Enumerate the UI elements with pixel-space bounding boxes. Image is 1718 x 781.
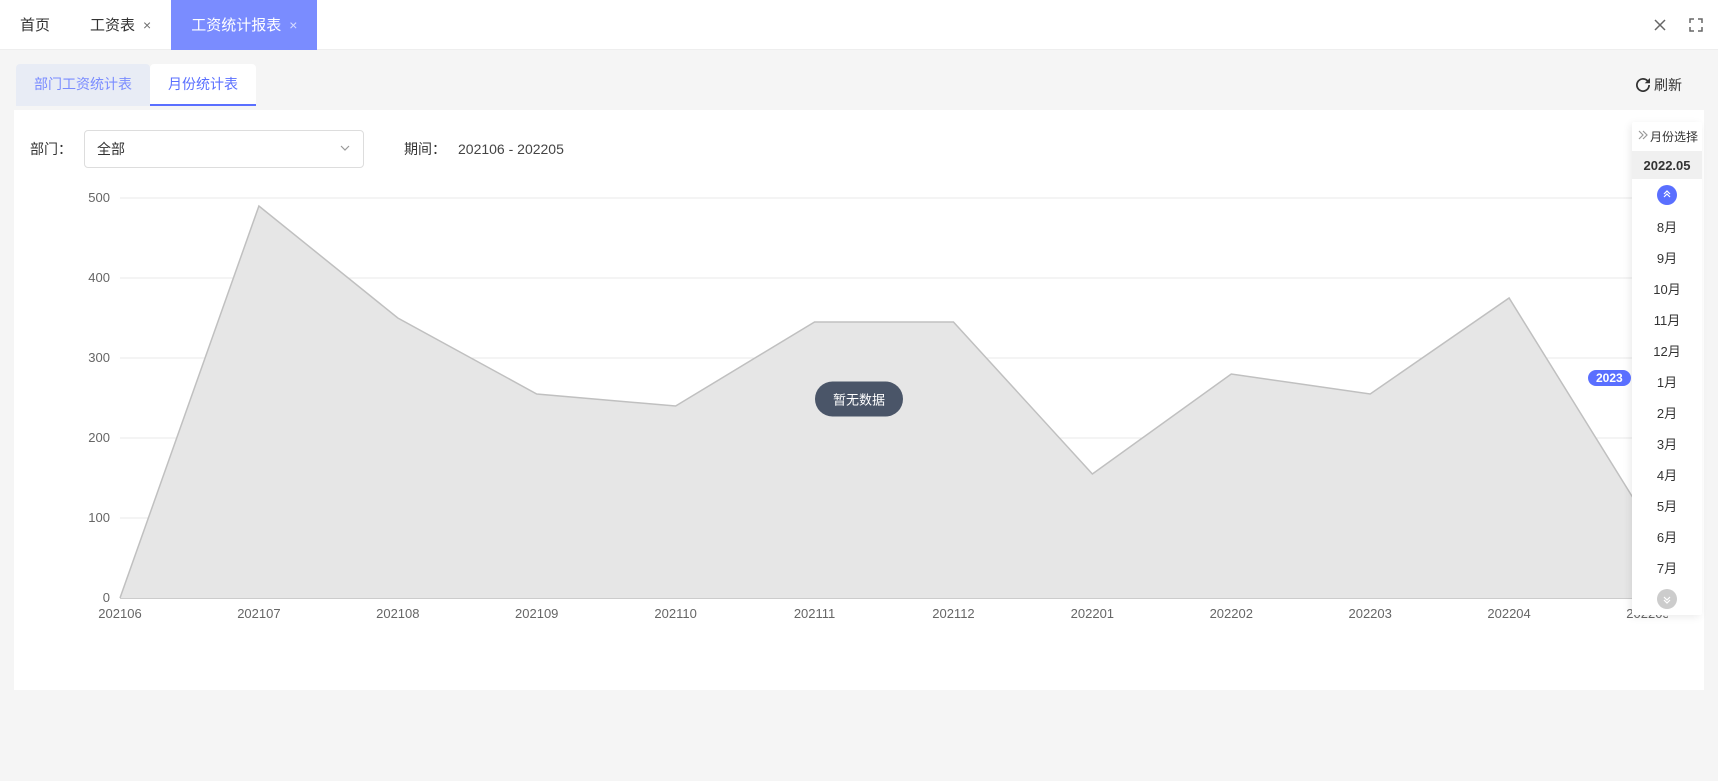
subtab-label: 月份统计表 [168, 76, 238, 92]
month-item[interactable]: 2月 [1632, 397, 1702, 428]
top-tabs-bar: 首页 工资表 × 工资统计报表 × [0, 0, 1718, 50]
svg-text:100: 100 [88, 510, 110, 525]
month-item[interactable]: 5月 [1632, 490, 1702, 521]
period-label: 期间： [404, 139, 446, 159]
tab-label: 首页 [20, 14, 50, 35]
svg-text:0: 0 [103, 590, 110, 605]
svg-text:202106: 202106 [98, 606, 141, 621]
month-panel-header: 月份选择 [1632, 122, 1702, 152]
month-item[interactable]: 10月 [1632, 273, 1702, 304]
month-current: 2022.05 [1632, 152, 1702, 179]
svg-text:202203: 202203 [1348, 606, 1391, 621]
svg-text:500: 500 [88, 190, 110, 205]
month-item[interactable]: 4月 [1632, 459, 1702, 490]
svg-text:202109: 202109 [515, 606, 558, 621]
filter-dept: 部门： 全部 [30, 130, 364, 168]
month-selector-panel: 月份选择 2022.05 8月9月10月11月12月1月2月3月4月5月6月7月… [1632, 122, 1702, 615]
refresh-button[interactable]: 刷新 [1636, 75, 1702, 95]
tooltip-text: 暂无数据 [833, 393, 885, 408]
subtab-month-stats[interactable]: 月份统计表 [150, 64, 256, 106]
svg-text:300: 300 [88, 350, 110, 365]
tab-label: 工资统计报表 [191, 14, 281, 35]
chevron-down-icon [1657, 589, 1677, 609]
tab-salary-report[interactable]: 工资统计报表 × [171, 0, 317, 50]
month-list: 8月9月10月11月12月1月2月3月4月5月6月7月 [1632, 211, 1702, 583]
svg-text:202202: 202202 [1210, 606, 1253, 621]
month-scroll-down[interactable] [1632, 583, 1702, 615]
month-item[interactable]: 11月 [1632, 304, 1702, 335]
svg-text:202108: 202108 [376, 606, 419, 621]
month-panel-title: 月份选择 [1650, 128, 1698, 145]
chart-tooltip: 暂无数据 [815, 382, 903, 417]
main-panel: 部门： 全部 期间： 202106 - 202205 0 100 200 300 400… [14, 110, 1704, 690]
period-value: 202106 - 202205 [458, 141, 564, 157]
month-item[interactable]: 1月 [1632, 366, 1702, 397]
area-chart: 0 100 200 300 400 500 202106 202107 202108 202109… [30, 188, 1688, 628]
svg-text:202107: 202107 [237, 606, 280, 621]
svg-text:202204: 202204 [1487, 606, 1530, 621]
close-icon[interactable]: × [143, 17, 151, 33]
filter-row: 部门： 全部 期间： 202106 - 202205 [30, 130, 1688, 168]
month-scroll-up[interactable] [1632, 179, 1702, 211]
refresh-label: 刷新 [1654, 75, 1682, 95]
svg-text:202201: 202201 [1071, 606, 1114, 621]
month-item[interactable]: 3月 [1632, 428, 1702, 459]
svg-text:200: 200 [88, 430, 110, 445]
year-badge: 2023 [1588, 370, 1631, 386]
svg-text:202110: 202110 [654, 606, 696, 621]
chevron-up-icon [1657, 185, 1677, 205]
dept-label: 部门： [30, 139, 72, 159]
fullscreen-icon[interactable] [1684, 13, 1708, 37]
tab-home[interactable]: 首页 [0, 0, 70, 50]
subtabs-row: 部门工资统计表 月份统计表 刷新 [10, 60, 1708, 110]
collapse-icon[interactable] [1636, 129, 1648, 144]
subtab-dept-stats[interactable]: 部门工资统计表 [16, 64, 150, 106]
tabs-right-controls [1648, 13, 1718, 37]
chevron-down-icon [339, 141, 351, 157]
filter-period: 期间： 202106 - 202205 [404, 139, 564, 159]
subtab-label: 部门工资统计表 [34, 76, 132, 92]
close-all-icon[interactable] [1648, 13, 1672, 37]
close-icon[interactable]: × [289, 17, 297, 33]
svg-text:202112: 202112 [932, 606, 974, 621]
subtabs: 部门工资统计表 月份统计表 [16, 64, 256, 106]
dept-select-value: 全部 [97, 139, 125, 159]
svg-text:202111: 202111 [794, 606, 835, 621]
dept-select[interactable]: 全部 [84, 130, 364, 168]
month-item[interactable]: 7月 [1632, 552, 1702, 583]
tab-label: 工资表 [90, 14, 135, 35]
month-item[interactable]: 6月 [1632, 521, 1702, 552]
tab-salary-sheet[interactable]: 工资表 × [70, 0, 171, 50]
month-item[interactable]: 8月 [1632, 211, 1702, 242]
month-item[interactable]: 12月 [1632, 335, 1702, 366]
content-wrap: 部门工资统计表 月份统计表 刷新 部门： 全部 [0, 50, 1718, 700]
refresh-icon [1636, 78, 1650, 92]
svg-text:400: 400 [88, 270, 110, 285]
month-item[interactable]: 9月 [1632, 242, 1702, 273]
